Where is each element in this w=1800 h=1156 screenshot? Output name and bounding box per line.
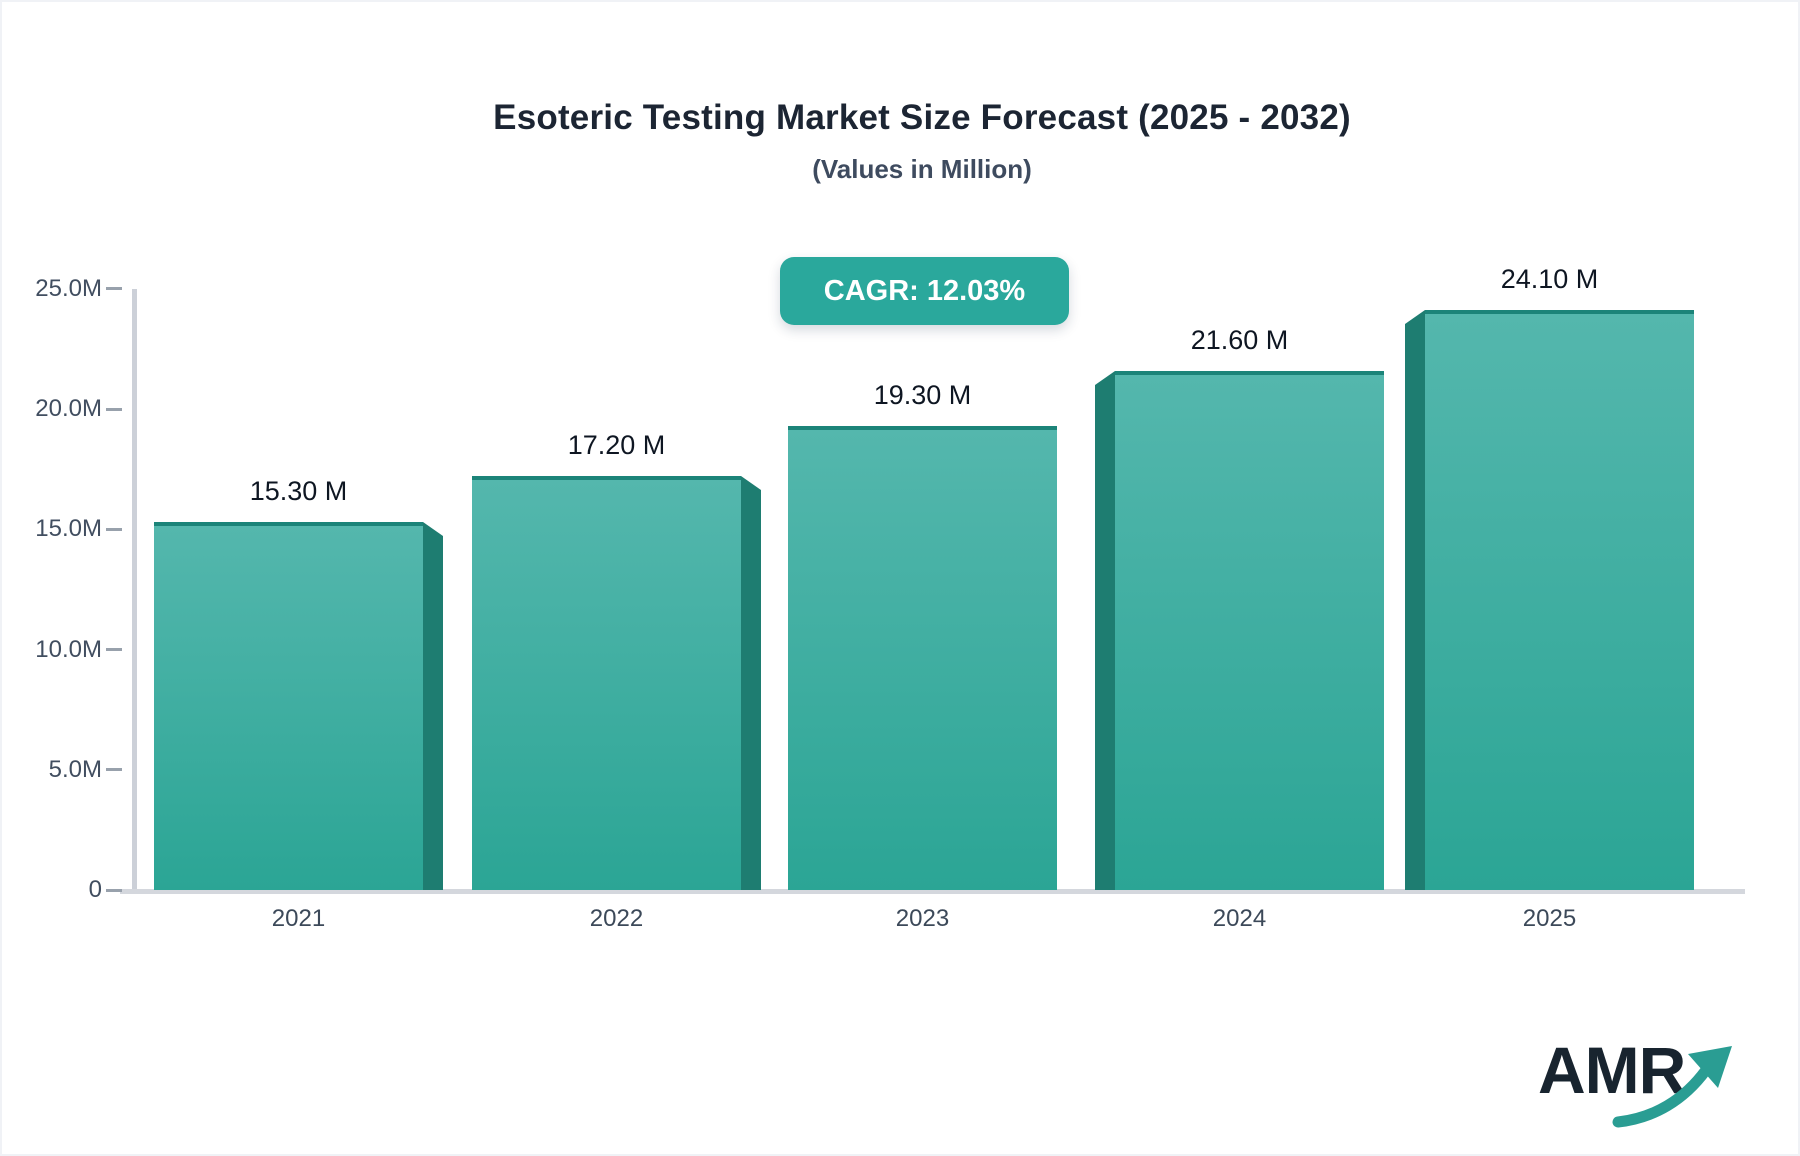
bar-value-label-2025: 24.10 M [1500, 264, 1599, 294]
bar-2024-side-face [1095, 371, 1115, 890]
bar-2022-side-face [741, 476, 761, 890]
bar-2021-side-face [423, 522, 443, 890]
y-tick-label-10.0M: 10.0M [35, 635, 102, 663]
y-tick-mark-20.0M [106, 407, 122, 411]
bar-2021 [154, 522, 423, 890]
bar-2022 [472, 476, 741, 890]
bar-value-label-2021: 15.30 M [249, 476, 348, 506]
x-axis-label-2023: 2023 [895, 905, 950, 932]
bar-value-label-2022: 17.20 M [567, 430, 666, 460]
chart-title: Esoteric Testing Market Size Forecast (2… [493, 98, 1351, 137]
y-tick-mark-5.0M [106, 768, 122, 772]
x-axis-label-2021: 2021 [271, 905, 326, 932]
chart-header: Esoteric Testing Market Size Forecast (2… [24, 2, 1800, 185]
y-tick-mark-15.0M [106, 527, 122, 531]
logo-text: AMR [1538, 1033, 1686, 1107]
bar-value-label-2023: 19.30 M [873, 380, 972, 410]
y-tick-label-20.0M: 20.0M [35, 395, 102, 422]
y-tick-label-25.0M: 25.0M [35, 274, 102, 302]
y-tick-label-5.0M: 5.0M [48, 755, 102, 783]
bar-2024 [1115, 371, 1384, 890]
x-axis-line [120, 889, 1745, 894]
y-tick-label-0: 0 [88, 876, 102, 903]
x-axis-label-2024: 2024 [1212, 905, 1267, 932]
bar-value-label-2024: 21.60 M [1190, 325, 1289, 355]
bar-2025-side-face [1405, 310, 1425, 890]
y-tick-mark-25.0M [106, 287, 122, 291]
chart-subtitle: (Values in Million) [812, 154, 1032, 184]
x-axis-label-2025: 2025 [1522, 905, 1577, 932]
x-axis-label-2022: 2022 [589, 905, 644, 932]
y-tick-mark-0 [106, 888, 122, 892]
bar-2023 [788, 426, 1057, 890]
y-tick-mark-10.0M [106, 648, 122, 651]
y-tick-label-15.0M: 15.0M [35, 515, 102, 543]
amr-logo: AMR [1532, 1024, 1752, 1128]
y-axis-line [132, 289, 137, 890]
bar-2025 [1425, 310, 1694, 890]
logo-arrow-icon [1612, 1046, 1732, 1128]
cagr-badge: CAGR: 12.03% [780, 257, 1069, 325]
